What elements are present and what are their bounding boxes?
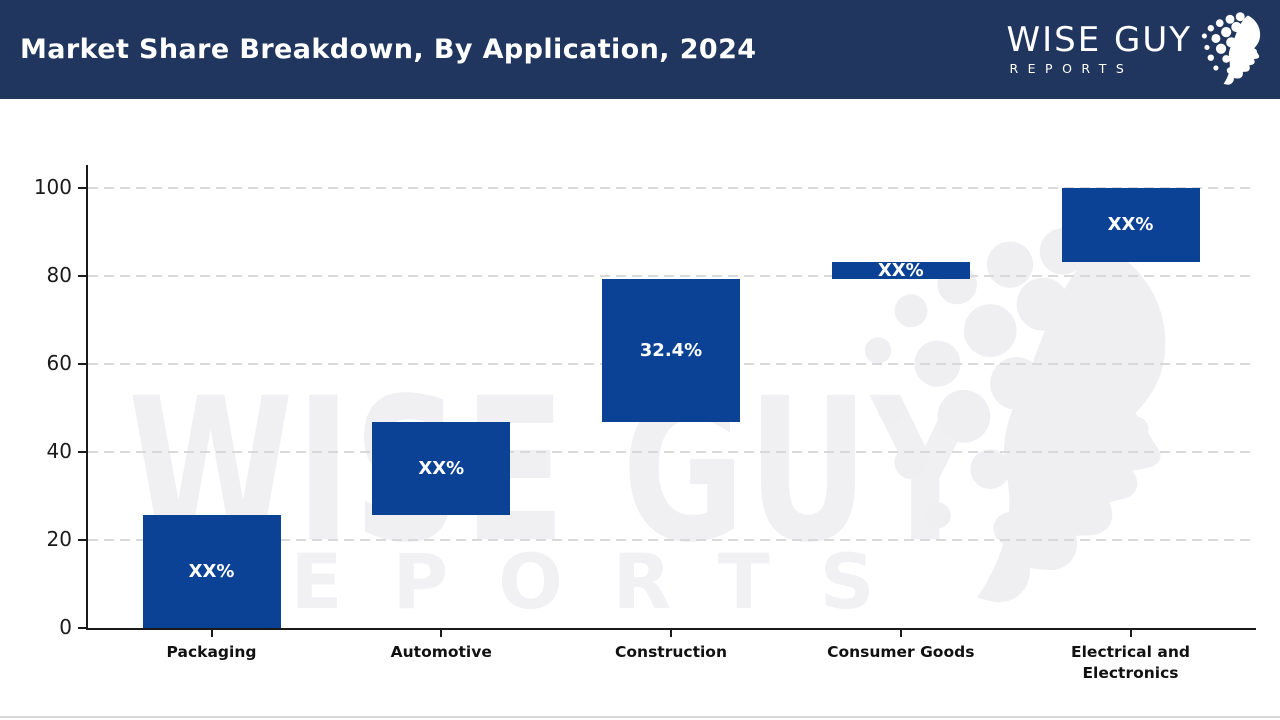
face-logo-icon [1201,11,1261,85]
x-category-label-automotive: Automotive [390,643,492,661]
x-axis [86,628,1256,630]
bar-label-consumer-goods: XX% [877,259,924,281]
x-category-label-construction: Construction [615,643,727,661]
gridline [88,274,1256,277]
y-tick-label: 60 [46,350,72,375]
x-category-label-packaging: Packaging [166,643,257,661]
bar-label-electrical-and-electronics: XX% [1107,214,1154,235]
logo-wordmark: WISE GUY REPORTS [1006,23,1192,76]
x-category-label-electrical-and-electronics: Electrical and Electronics [1071,643,1190,682]
gridline [88,538,1256,541]
y-tick-label: 0 [59,615,72,639]
bottom-divider [0,716,1280,718]
y-tick-label: 20 [46,526,72,551]
gridline [88,450,1256,453]
y-tick-label: 100 [33,174,72,199]
x-category-label-consumer-goods: Consumer Goods [827,643,975,661]
bar-consumer-goods: XX% [831,259,970,281]
x-tick [440,630,443,637]
bar-label-packaging: XX% [188,561,235,583]
bar-automotive: XX% [372,421,511,516]
bar-label-construction: 32.4% [639,339,703,361]
y-tick [78,186,86,189]
y-tick [78,274,86,277]
y-tick [78,627,86,629]
y-tick [78,362,86,365]
y-tick-label: 40 [46,438,72,463]
x-tick [210,630,213,637]
chart-area: WISE GUY REPORTS 0 20 40 60 80 100 XX% Packagin… [0,99,1280,716]
logo-line2: REPORTS [1009,61,1134,76]
gridline [88,186,1256,189]
wiseguy-logo: WISE GUY REPORTS [1006,11,1262,89]
bar-label-automotive: XX% [418,458,465,480]
x-tick [1129,630,1132,637]
bar-packaging: XX% [142,515,281,628]
header: Market Share Breakdown, By Application, … [0,0,1280,99]
bar-electrical-and-electronics: XX% [1061,187,1200,262]
y-tick-label: 80 [46,262,72,287]
bar-construction: 32.4% [602,279,740,422]
x-tick [670,630,672,637]
y-axis [86,165,88,630]
logo-line1: WISE GUY [1006,20,1192,60]
y-tick [78,450,86,453]
y-tick [78,538,86,541]
x-tick [899,630,902,637]
watermark-subtext: REPORTS [182,537,925,626]
chart-title: Market Share Breakdown, By Application, … [20,34,757,65]
